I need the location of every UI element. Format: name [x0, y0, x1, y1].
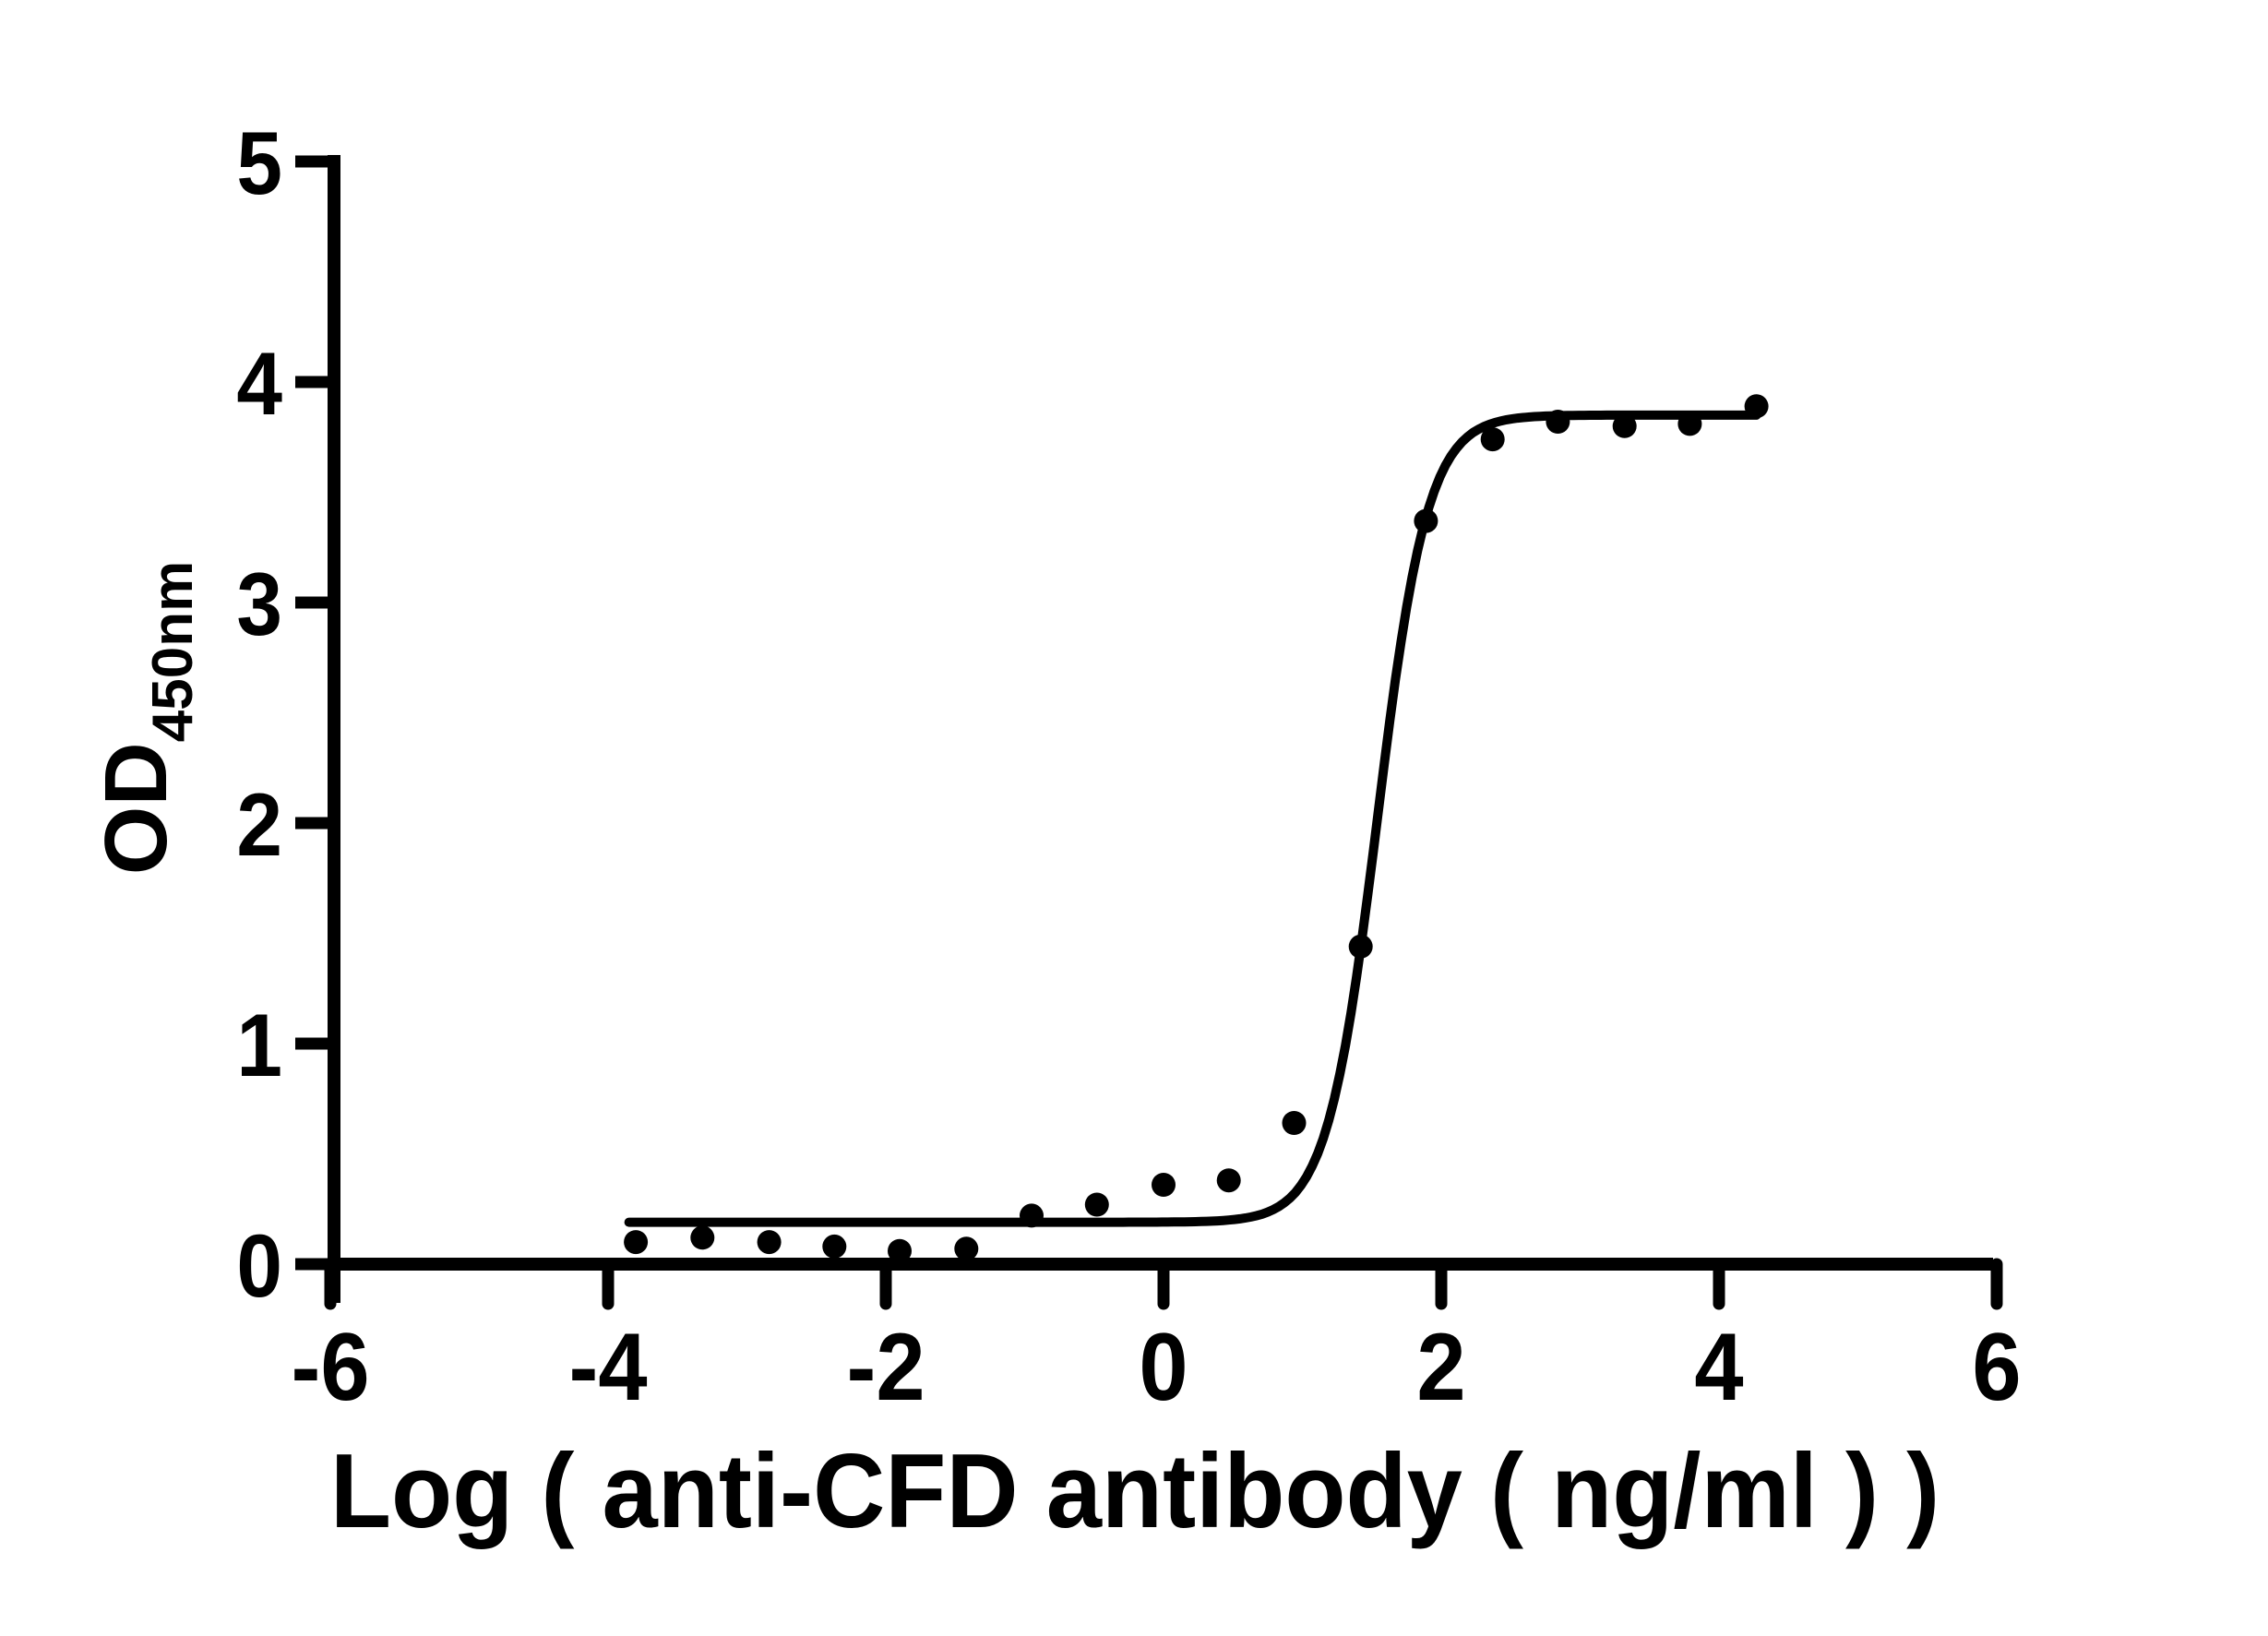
data-point: [690, 1225, 715, 1250]
y-tick-label: 0: [236, 1215, 282, 1315]
data-point: [1414, 508, 1438, 533]
x-tick-label: 0: [1139, 1314, 1188, 1421]
x-axis-title: Log ( anti-CFD antibody ( ng/ml ) ): [330, 1431, 1940, 1549]
fit-curve-group: [624, 410, 1761, 1227]
data-point: [1020, 1203, 1044, 1228]
y-tick-label: 3: [236, 554, 282, 653]
data-point: [822, 1234, 847, 1259]
fit-curve: [624, 410, 1761, 1227]
y-axis-title-main: OD: [87, 742, 185, 875]
data-point: [1546, 410, 1570, 434]
data-point: [1677, 412, 1702, 436]
data-point: [757, 1230, 782, 1255]
data-point: [1084, 1192, 1109, 1217]
data-point: [1480, 427, 1505, 452]
data-point: [624, 1230, 649, 1255]
y-tick-label: 5: [236, 113, 282, 212]
data-point: [1612, 413, 1637, 438]
data-point: [1348, 934, 1373, 959]
data-points-group: [624, 394, 1769, 1263]
data-point: [954, 1236, 979, 1261]
data-point: [1216, 1168, 1241, 1193]
x-tick-label: -6: [291, 1314, 369, 1421]
data-point: [1152, 1173, 1176, 1197]
y-axis-ticks: 0 1 2 3 4 5: [236, 113, 328, 1316]
x-tick-label: -2: [846, 1314, 925, 1421]
y-tick-label: 2: [236, 774, 282, 874]
x-tick-label: 2: [1416, 1314, 1465, 1421]
y-axis-title-subscript: 450nm: [141, 561, 205, 742]
y-tick-label: 1: [236, 995, 282, 1094]
data-point: [888, 1238, 912, 1263]
data-point: [1744, 394, 1769, 419]
x-tick-label: -4: [568, 1314, 647, 1421]
y-axis-title: OD450nm: [87, 561, 205, 875]
x-tick-label: 6: [1972, 1314, 2021, 1421]
x-axis-ticks: -6 -4 -2 0 2 4 6: [291, 1258, 2022, 1421]
data-point: [1282, 1111, 1307, 1135]
x-tick-label: 4: [1694, 1314, 1744, 1421]
y-tick-label: 4: [236, 333, 282, 433]
